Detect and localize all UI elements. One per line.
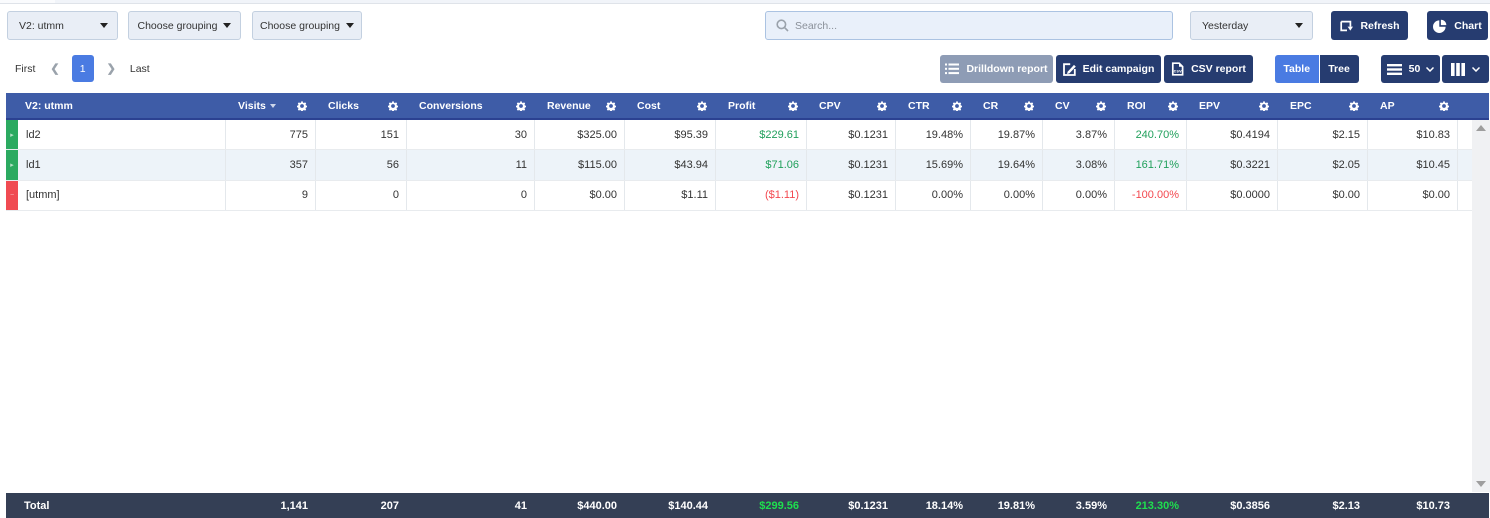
svg-text:csv: csv — [1174, 68, 1183, 73]
